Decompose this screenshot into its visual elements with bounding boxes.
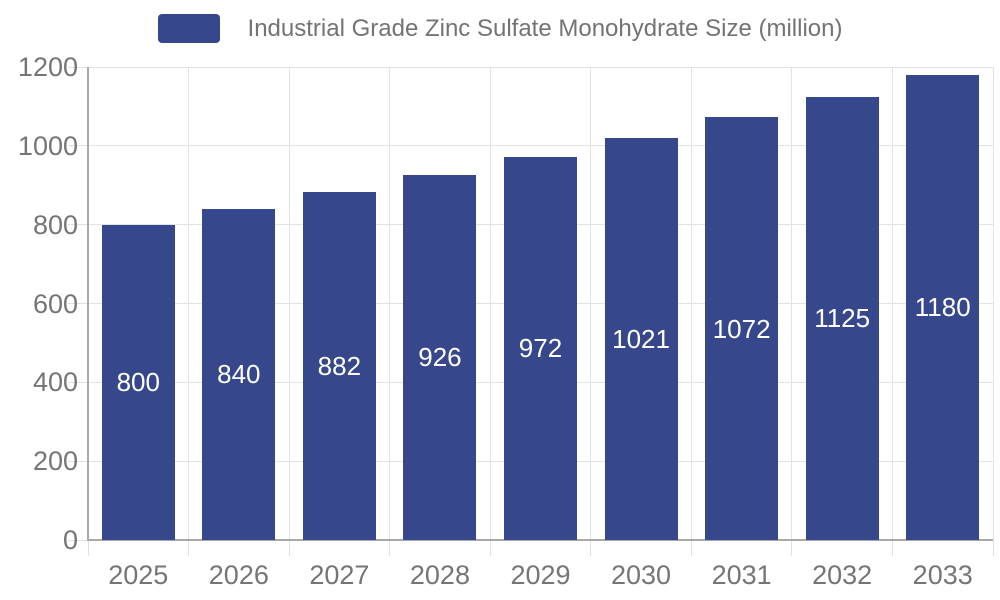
y-axis-tick — [68, 145, 88, 147]
x-axis-tick — [891, 540, 893, 556]
bar-2030[interactable]: 1021 — [604, 137, 678, 540]
y-tick-label-0: 0 — [62, 525, 78, 555]
bar-2028[interactable]: 926 — [403, 175, 477, 540]
x-tick-label-2033: 2033 — [912, 560, 973, 590]
x-axis-line — [86, 539, 993, 541]
y-axis-tick — [68, 381, 88, 383]
bar-value-label-2028: 926 — [418, 342, 462, 373]
bar-2032[interactable]: 1125 — [805, 96, 879, 540]
x-axis-tick — [389, 540, 391, 556]
vertical-gridline — [992, 67, 994, 540]
x-axis-tick — [489, 540, 491, 556]
y-axis-tick — [68, 224, 88, 226]
x-tick-label-2028: 2028 — [409, 560, 470, 590]
bar-value-label-2025: 800 — [116, 367, 160, 398]
y-axis-tick — [68, 539, 88, 541]
horizontal-gridline — [88, 145, 993, 147]
y-tick-label-1200: 1200 — [17, 52, 78, 82]
bar-2033[interactable]: 1180 — [906, 74, 980, 540]
bar-2031[interactable]: 1072 — [705, 117, 779, 540]
bar-value-label-2030: 1021 — [612, 323, 670, 354]
legend-item[interactable]: Industrial Grade Zinc Sulfate Monohydrat… — [157, 14, 843, 43]
bar-value-label-2026: 840 — [217, 359, 261, 390]
y-tick-label-400: 400 — [32, 367, 78, 398]
bar-2029[interactable]: 972 — [504, 156, 577, 540]
bar-value-label-2033: 1180 — [914, 292, 971, 323]
x-tick-label-2027: 2027 — [309, 560, 370, 590]
x-axis-tick — [690, 540, 692, 556]
y-tick-label-200: 200 — [32, 446, 78, 477]
legend-swatch-icon — [157, 14, 220, 43]
x-axis-tick — [188, 540, 190, 556]
bar-2027[interactable]: 882 — [302, 192, 376, 540]
y-tick-label-600: 600 — [32, 288, 78, 319]
x-tick-label-2031: 2031 — [711, 560, 772, 590]
x-tick-label-2026: 2026 — [208, 560, 269, 590]
y-axis-line — [86, 67, 89, 540]
bar-2026[interactable]: 840 — [202, 208, 276, 540]
bar-value-label-2029: 972 — [518, 333, 563, 364]
x-axis-tick — [87, 540, 89, 556]
bar-2025[interactable]: 800 — [101, 224, 175, 540]
x-tick-label-2029: 2029 — [510, 560, 571, 590]
horizontal-gridline — [88, 66, 993, 68]
y-tick-label-800: 800 — [32, 209, 78, 240]
y-tick-label-1000: 1000 — [17, 130, 78, 161]
x-tick-label-2032: 2032 — [812, 560, 873, 590]
x-axis-tick — [791, 540, 793, 556]
y-axis-tick — [68, 66, 88, 68]
x-tick-label-2025: 2025 — [108, 560, 169, 590]
x-axis-tick — [590, 540, 592, 556]
x-axis-tick — [992, 540, 994, 556]
bar-value-label-2031: 1072 — [712, 313, 771, 344]
y-axis-tick — [68, 460, 88, 462]
bar-value-label-2027: 882 — [317, 351, 362, 382]
legend: Industrial Grade Zinc Sulfate Monohydrat… — [0, 14, 1000, 43]
bar-value-label-2032: 1125 — [814, 303, 871, 334]
y-axis-tick — [68, 303, 88, 304]
x-axis-tick — [288, 540, 290, 556]
x-tick-label-2030: 2030 — [611, 560, 672, 590]
legend-label: Industrial Grade Zinc Sulfate Monohydrat… — [247, 15, 843, 42]
